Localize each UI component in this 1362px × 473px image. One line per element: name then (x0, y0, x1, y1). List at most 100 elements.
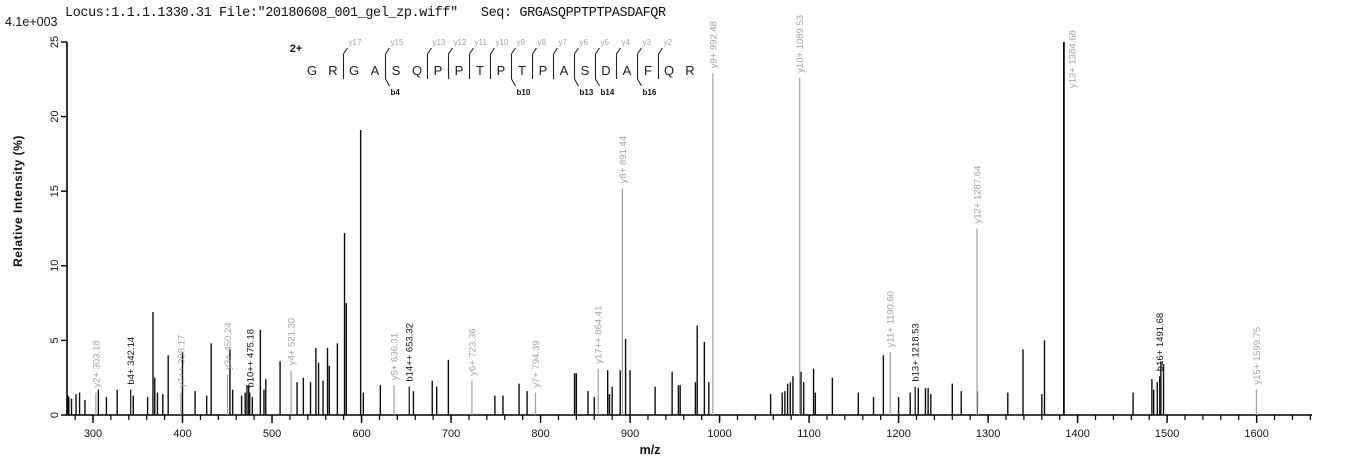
ladder-label-y2: y2 (664, 38, 673, 47)
cleavage-mark-y4 (615, 47, 621, 79)
x-tick-label: 700 (442, 428, 460, 440)
ion-label-y7: y7+ 794.39 (531, 340, 542, 387)
ladder-label-y8: y8 (538, 38, 547, 47)
ladder-label-b14: b14 (601, 88, 615, 97)
x-tick-label: 400 (173, 428, 191, 440)
x-tick-label: 1400 (1065, 428, 1089, 440)
cleavage-mark-b14 (595, 78, 600, 87)
ion-label-y8: y8+ 891.44 (618, 136, 629, 183)
y-tick-label: 5 (49, 337, 61, 343)
ladder-label-y7: y7 (559, 38, 568, 47)
ion-label-y15: y15+ 1599.75 (1252, 327, 1263, 385)
cleavage-mark-y6 (573, 47, 579, 79)
ladder-label-b10: b10 (517, 88, 531, 97)
ion-label-b13: b13+ 1218.53 (911, 323, 922, 381)
cleavage-mark-b10 (511, 78, 516, 87)
cleavage-mark-y13 (426, 47, 432, 79)
ion-label-y9: y9+ 992.48 (708, 21, 719, 68)
residue-19-R: R (685, 63, 694, 78)
cleavage-mark-b13 (574, 78, 579, 87)
x-tick-label: 1100 (797, 428, 821, 440)
residue-12-P: P (539, 63, 548, 78)
ladder-label-y6: y6 (580, 38, 589, 47)
ladder-label-y5: y5 (601, 38, 610, 47)
ladder-label-y13: y13 (433, 38, 446, 47)
y-axis-title: Relative Intensity (%) (11, 135, 25, 267)
cleavage-mark-y8 (531, 47, 537, 79)
x-tick-label: 1300 (976, 428, 1000, 440)
ion-label-y10: y10+ 1089.53 (795, 15, 806, 73)
x-tick-label: 1600 (1244, 428, 1268, 440)
ion-label-b14: b14++ 653.32 (405, 323, 416, 382)
residue-17-F: F (644, 63, 652, 78)
cleavage-mark-y5 (594, 47, 600, 79)
ladder-label-y15: y15 (391, 38, 404, 47)
residue-1-G: G (307, 63, 317, 78)
ladder-label-y10: y10 (496, 38, 509, 47)
ion-label-y11: y11+ 1190.60 (886, 291, 897, 347)
x-axis-title: m/z (639, 443, 661, 457)
ladder-label-y11: y11 (475, 38, 488, 47)
ladder-label-b13: b13 (580, 88, 594, 97)
ladder-label-b4: b4 (391, 88, 401, 97)
ladder-label-y17: y17 (349, 38, 362, 47)
y-tick-label: 25 (49, 36, 61, 48)
residue-7-P: P (434, 63, 443, 78)
y-tick-label: 15 (49, 185, 61, 197)
cleavage-mark-b16 (637, 78, 642, 87)
x-tick-label: 900 (621, 428, 639, 440)
x-tick-label: 300 (84, 428, 102, 440)
cleavage-mark-y10 (489, 47, 495, 79)
residue-4-A: A (371, 63, 380, 78)
ion-label-y13: y13+ 1384.68 (1067, 30, 1078, 88)
y-tick-label: 10 (49, 260, 61, 272)
residue-13-A: A (560, 63, 569, 78)
ion-label-y7: y7++ 398.17 (176, 335, 187, 388)
cleavage-mark-y7 (552, 47, 558, 79)
x-tick-label: 500 (263, 428, 281, 440)
residue-14-S: S (581, 63, 590, 78)
ion-label-b16: b16+ 1491.68 (1155, 313, 1166, 371)
residue-15-D: D (601, 63, 610, 78)
residue-18-Q: Q (664, 63, 674, 78)
ion-label-y5: y5+ 636.31 (390, 333, 401, 380)
residue-3-G: G (349, 63, 359, 78)
cleavage-mark-y11 (468, 47, 474, 79)
ladder-label-y9: y9 (517, 38, 526, 47)
x-tick-label: 1500 (1155, 428, 1179, 440)
ion-label-b10: b10++ 475.18 (245, 329, 256, 388)
residue-8-P: P (455, 63, 464, 78)
precursor-charge-label: 2+ (290, 43, 303, 55)
ion-label-b4: b4+ 342.14 (126, 337, 137, 385)
ion-label-y6: y6+ 723.36 (467, 328, 478, 375)
max-intensity-label: 4.1e+003 (5, 15, 58, 29)
x-tick-label: 800 (531, 428, 549, 440)
y-tick-label: 20 (49, 110, 61, 122)
ladder-label-y4: y4 (622, 38, 631, 47)
ion-label-y3: y3+ 450.24 (223, 322, 234, 369)
ion-label-y4: y4+ 521.30 (287, 318, 298, 365)
x-tick-label: 1200 (886, 428, 910, 440)
ion-label-y17: y17++ 864.41 (594, 306, 605, 364)
cleavage-mark-y2 (657, 47, 663, 79)
residue-16-A: A (623, 63, 632, 78)
residue-11-T: T (518, 63, 526, 78)
ladder-label-b16: b16 (643, 88, 657, 97)
cleavage-mark-b4 (385, 78, 390, 87)
ladder-label-y12: y12 (454, 38, 467, 47)
header-info: Locus:1.1.1.1330.31 File:"20180608_001_g… (65, 6, 666, 21)
residue-2-R: R (328, 63, 337, 78)
cleavage-mark-y9 (510, 47, 516, 79)
cleavage-mark-y15 (384, 47, 390, 79)
cleavage-mark-y12 (447, 47, 453, 79)
cleavage-mark-y17 (342, 47, 348, 79)
ladder-label-y3: y3 (643, 38, 652, 47)
x-tick-label: 1000 (707, 428, 731, 440)
y-tick-label: 0 (49, 412, 61, 418)
residue-10-P: P (497, 63, 506, 78)
x-tick-label: 600 (352, 428, 370, 440)
residue-9-T: T (476, 63, 484, 78)
residue-5-S: S (392, 63, 401, 78)
